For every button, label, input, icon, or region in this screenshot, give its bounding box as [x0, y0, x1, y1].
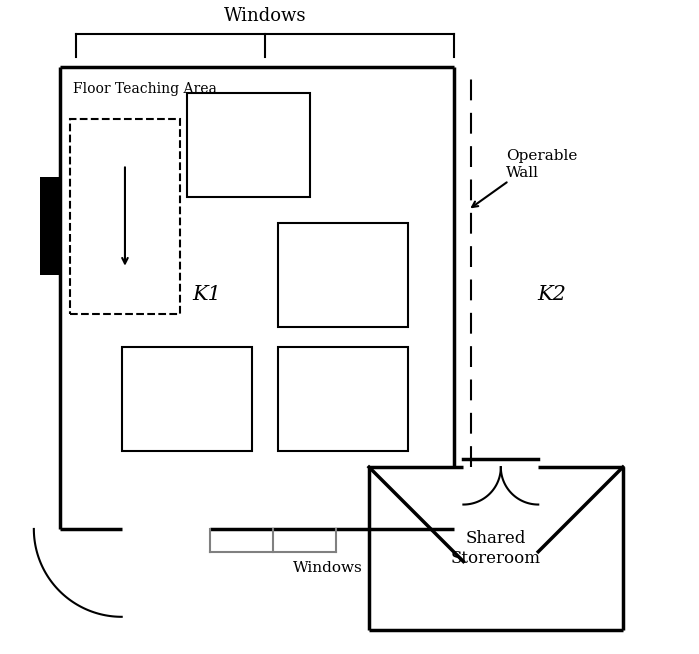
Bar	[187, 93, 310, 197]
Bar	[278, 347, 408, 451]
Text: K2: K2	[537, 285, 565, 304]
Text: K1: K1	[192, 285, 221, 304]
Bar	[70, 119, 180, 314]
Bar	[122, 347, 252, 451]
Text: Windows: Windows	[293, 561, 362, 575]
Text: Windows: Windows	[224, 7, 306, 25]
Text: Shared
Storeroom: Shared Storeroom	[451, 530, 541, 567]
Text: Operable
Wall: Operable Wall	[505, 149, 577, 180]
Bar	[41, 177, 60, 275]
Text: Floor Teaching Area: Floor Teaching Area	[73, 82, 217, 96]
Bar	[278, 223, 408, 327]
